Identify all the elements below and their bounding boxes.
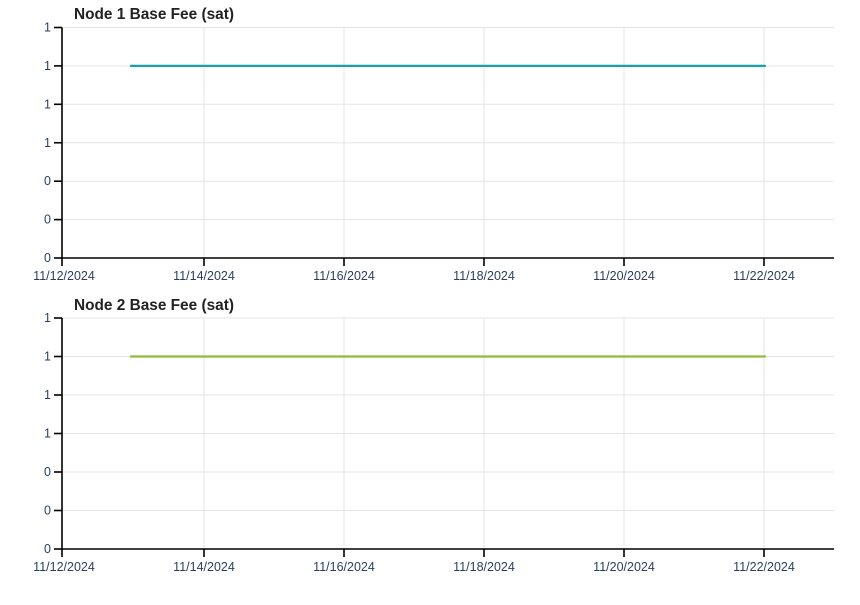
svg-text:0: 0	[44, 542, 51, 556]
svg-text:11/16/2024: 11/16/2024	[313, 560, 375, 574]
svg-text:0: 0	[44, 174, 51, 188]
svg-text:1: 1	[44, 427, 51, 441]
svg-text:0: 0	[44, 504, 51, 518]
svg-text:11/14/2024: 11/14/2024	[173, 269, 235, 283]
svg-text:1: 1	[44, 97, 51, 111]
svg-text:1: 1	[44, 21, 51, 35]
svg-text:11/14/2024: 11/14/2024	[173, 560, 235, 574]
svg-text:1: 1	[44, 59, 51, 73]
svg-text:0: 0	[44, 251, 51, 265]
svg-text:11/12/2024: 11/12/2024	[33, 560, 95, 574]
svg-text:Node 2 Base Fee (sat): Node 2 Base Fee (sat)	[74, 297, 234, 314]
svg-text:1: 1	[44, 136, 51, 150]
svg-text:11/20/2024: 11/20/2024	[593, 269, 655, 283]
svg-text:1: 1	[44, 350, 51, 364]
svg-text:11/16/2024: 11/16/2024	[313, 269, 375, 283]
svg-text:1: 1	[44, 311, 51, 325]
svg-text:11/22/2024: 11/22/2024	[733, 269, 795, 283]
svg-text:Node 1 Base Fee (sat): Node 1 Base Fee (sat)	[74, 6, 234, 23]
svg-text:11/18/2024: 11/18/2024	[453, 269, 515, 283]
svg-text:0: 0	[44, 213, 51, 227]
svg-text:0: 0	[44, 465, 51, 479]
svg-text:11/20/2024: 11/20/2024	[593, 560, 655, 574]
svg-text:11/22/2024: 11/22/2024	[733, 560, 795, 574]
svg-text:1: 1	[44, 388, 51, 402]
svg-text:11/18/2024: 11/18/2024	[453, 560, 515, 574]
svg-text:11/12/2024: 11/12/2024	[33, 269, 95, 283]
